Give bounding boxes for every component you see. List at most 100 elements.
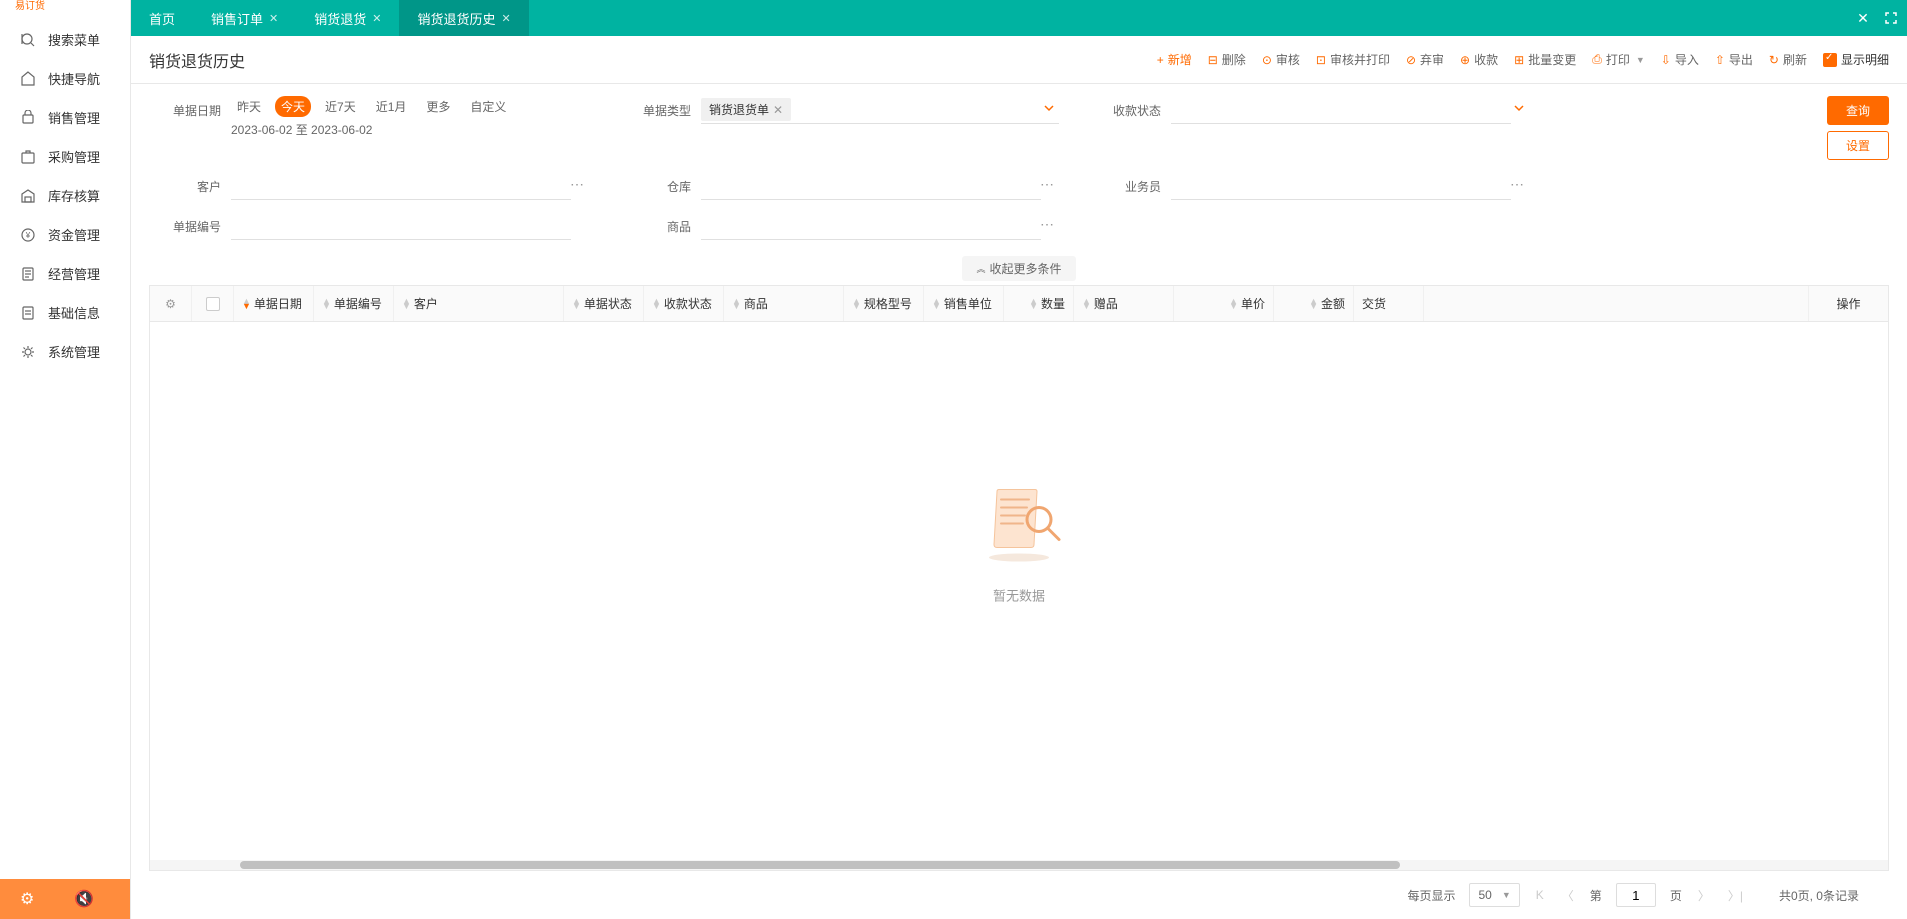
th-label: 收款状态 <box>664 295 712 312</box>
th-label: 单据日期 <box>254 295 302 312</box>
page-input[interactable] <box>1616 883 1656 907</box>
th-label: 单据编号 <box>334 295 382 312</box>
more-icon[interactable]: ⋯ <box>1510 176 1525 193</box>
th-price[interactable]: ▲▼单价 <box>1174 286 1274 321</box>
warehouse-input[interactable] <box>701 172 1041 200</box>
add-button[interactable]: +新增 <box>1157 51 1192 68</box>
toolbar-label: 审核 <box>1276 51 1300 68</box>
batch-change-button[interactable]: ⊞批量变更 <box>1514 51 1576 68</box>
th-customer[interactable]: ▲▼客户 <box>394 286 564 321</box>
sidebar-item-label: 资金管理 <box>48 225 100 244</box>
filter-area: 单据日期 昨天 今天 近7天 近1月 更多 自定义 2023-06-02 至 2… <box>131 84 1907 285</box>
close-icon[interactable]: ✕ <box>372 12 381 25</box>
billno-input[interactable] <box>231 212 571 240</box>
customer-input[interactable] <box>231 172 571 200</box>
reject-button[interactable]: ⊘弃审 <box>1406 51 1444 68</box>
export-icon: ⇧ <box>1715 53 1725 67</box>
sidebar-item-inventory[interactable]: 库存核算 <box>0 176 130 215</box>
export-button[interactable]: ⇧导出 <box>1715 51 1753 68</box>
prev-page-button[interactable]: 〈 <box>1560 887 1576 904</box>
sidebar-item-label: 基础信息 <box>48 303 100 322</box>
query-button[interactable]: 查询 <box>1827 96 1889 125</box>
sound-icon[interactable]: 🔇 <box>74 889 94 909</box>
salesman-input[interactable] <box>1171 172 1511 200</box>
chevron-down-icon[interactable] <box>1043 102 1055 117</box>
receipt-status-input[interactable] <box>1171 96 1511 124</box>
sidebar-item-sales[interactable]: 销售管理 <box>0 98 130 137</box>
approve-print-button[interactable]: ⊡审核并打印 <box>1316 51 1390 68</box>
th-delivery[interactable]: 交货 <box>1354 286 1424 321</box>
last-page-button[interactable]: 〉| <box>1726 887 1745 904</box>
close-icon[interactable]: ✕ <box>773 103 783 117</box>
sidebar-item-quicknav[interactable]: 快捷导航 <box>0 59 130 98</box>
page-summary: 共0页, 0条记录 <box>1779 887 1859 904</box>
date-shortcut-7days[interactable]: 近7天 <box>319 96 362 117</box>
th-label: 商品 <box>744 295 768 312</box>
th-code[interactable]: ▲▼单据编号 <box>314 286 394 321</box>
sidebar: 易订货 搜索菜单 快捷导航 销售管理 采购管理 库存核算 <box>0 0 131 919</box>
th-status[interactable]: ▲▼单据状态 <box>564 286 644 321</box>
close-icon[interactable]: ✕ <box>269 12 278 25</box>
receipt-button[interactable]: ⊕收款 <box>1460 51 1498 68</box>
scrollbar-thumb[interactable] <box>240 861 1400 869</box>
sidebar-item-search[interactable]: 搜索菜单 <box>0 20 130 59</box>
pagination: 每页显示 50 ▼ K 〈 第 页 〉 〉| 共0页, 0条记录 <box>149 871 1889 919</box>
th-label: 单价 <box>1241 295 1265 312</box>
approve-print-icon: ⊡ <box>1316 53 1326 67</box>
sidebar-item-purchase[interactable]: 采购管理 <box>0 137 130 176</box>
date-shortcut-today[interactable]: 今天 <box>275 96 311 117</box>
horizontal-scrollbar[interactable] <box>150 860 1888 870</box>
date-range-text: 2023-06-02 至 2023-06-02 <box>231 121 589 138</box>
tab-sales-return-history[interactable]: 销货退货历史 ✕ <box>399 0 528 36</box>
approve-button[interactable]: ⊙审核 <box>1262 51 1300 68</box>
th-gift[interactable]: ▲▼赠品 <box>1074 286 1174 321</box>
report-icon <box>20 266 36 282</box>
th-spec[interactable]: ▲▼规格型号 <box>844 286 924 321</box>
table-settings-button[interactable]: ⚙ <box>150 286 192 321</box>
tab-sales-order[interactable]: 销售订单 ✕ <box>193 0 296 36</box>
sidebar-item-basedata[interactable]: 基础信息 <box>0 293 130 332</box>
settings-button[interactable]: 设置 <box>1827 131 1889 160</box>
th-product[interactable]: ▲▼商品 <box>724 286 844 321</box>
sidebar-item-label: 销售管理 <box>48 108 100 127</box>
cart-icon <box>20 110 36 126</box>
sidebar-item-finance[interactable]: ¥ 资金管理 <box>0 215 130 254</box>
sidebar-item-business[interactable]: 经营管理 <box>0 254 130 293</box>
collapse-filters-button[interactable]: ︽ 收起更多条件 <box>962 256 1075 281</box>
th-date[interactable]: ▲▼单据日期 <box>234 286 314 321</box>
delete-button[interactable]: ⊟删除 <box>1208 51 1246 68</box>
first-page-button[interactable]: K <box>1534 888 1546 902</box>
select-all-checkbox[interactable] <box>192 286 234 321</box>
th-label: 销售单位 <box>944 295 992 312</box>
print-button[interactable]: ⎙打印▼ <box>1592 51 1645 68</box>
next-page-button[interactable]: 〉 <box>1696 887 1712 904</box>
page-size-select[interactable]: 50 ▼ <box>1469 883 1519 907</box>
sidebar-item-label: 系统管理 <box>48 342 100 361</box>
th-qty[interactable]: ▲▼数量 <box>1004 286 1074 321</box>
svg-text:¥: ¥ <box>25 231 31 240</box>
tab-home[interactable]: 首页 <box>131 0 193 36</box>
date-shortcut-1month[interactable]: 近1月 <box>370 96 413 117</box>
date-shortcut-more[interactable]: 更多 <box>420 96 456 117</box>
expand-icon[interactable] <box>1883 6 1899 30</box>
tab-sales-return[interactable]: 销货退货 ✕ <box>296 0 399 36</box>
show-detail-toggle[interactable]: 显示明细 <box>1823 51 1889 68</box>
chevron-down-icon[interactable] <box>1513 102 1525 117</box>
close-all-tabs-icon[interactable]: ✕ <box>1851 6 1875 30</box>
product-input[interactable] <box>701 212 1041 240</box>
th-unit[interactable]: ▲▼销售单位 <box>924 286 1004 321</box>
th-amount[interactable]: ▲▼金额 <box>1274 286 1354 321</box>
date-shortcut-custom[interactable]: 自定义 <box>464 96 512 117</box>
more-icon[interactable]: ⋯ <box>570 176 585 193</box>
sidebar-item-system[interactable]: 系统管理 <box>0 332 130 371</box>
filter-label-customer: 客户 <box>149 172 221 195</box>
more-icon[interactable]: ⋯ <box>1040 176 1055 193</box>
close-icon[interactable]: ✕ <box>502 12 511 25</box>
date-shortcut-yesterday[interactable]: 昨天 <box>231 96 267 117</box>
import-button[interactable]: ⇩导入 <box>1661 51 1699 68</box>
gear-icon[interactable]: ⚙ <box>20 889 34 909</box>
refresh-button[interactable]: ↻刷新 <box>1769 51 1807 68</box>
th-label: 金额 <box>1321 295 1345 312</box>
th-pay-status[interactable]: ▲▼收款状态 <box>644 286 724 321</box>
more-icon[interactable]: ⋯ <box>1040 216 1055 233</box>
